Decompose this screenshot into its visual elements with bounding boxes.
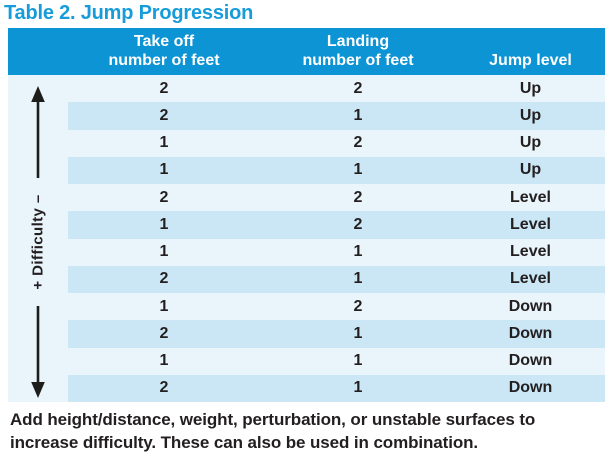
level-cell: Up (519, 134, 542, 152)
difficulty-axis-label: + Difficulty – (29, 194, 47, 290)
table-row: 2 1 Level (8, 265, 605, 293)
takeoff-cell: 1 (68, 211, 260, 239)
landing-cell: 1 (260, 102, 456, 130)
landing-cell: 1 (260, 320, 456, 348)
level-cell: Level (510, 188, 551, 206)
level-cell: Up (519, 79, 542, 97)
difficulty-axis: + Difficulty – (8, 75, 68, 402)
takeoff-cell: 2 (159, 188, 169, 206)
landing-cell: 2 (353, 188, 363, 206)
table-row: 1 1 Up (8, 156, 605, 184)
header-landing: Landing number of feet (260, 28, 456, 75)
table-row: 1 1 Down (8, 348, 605, 375)
landing-cell: 1 (353, 243, 363, 261)
table-row: 2 1 Down (8, 374, 605, 402)
footer-note-line2: increase difficulty. These can also be u… (10, 433, 479, 452)
takeoff-cell: 1 (159, 134, 169, 152)
takeoff-cell: 2 (159, 79, 169, 97)
takeoff-cell: 2 (68, 320, 260, 348)
table-row: 2 1 Down (8, 320, 605, 348)
landing-cell: 2 (260, 211, 456, 239)
level-cell: Down (456, 374, 605, 402)
header-takeoff-line1: Take off (133, 33, 195, 50)
header-landing-line2: number of feet (302, 52, 414, 69)
landing-cell: 2 (353, 297, 363, 315)
table-row: 1 2 Level (8, 211, 605, 239)
footer-note: Add height/distance, weight, perturbatio… (10, 408, 610, 454)
table-row: 1 2 Up (8, 130, 605, 157)
table-body: 2 2 Up 2 1 Up 1 2 Up 1 1 Up 2 2 Level 1 … (8, 75, 605, 402)
landing-cell: 1 (260, 156, 456, 184)
table-row: 1 2 Down (8, 293, 605, 320)
landing-cell: 1 (353, 352, 363, 370)
takeoff-cell: 2 (68, 374, 260, 402)
header-jump-level: Jump level (456, 28, 605, 75)
takeoff-cell: 2 (68, 102, 260, 130)
difficulty-column-header-spacer (8, 28, 68, 75)
table-row: 2 2 Up (8, 75, 605, 102)
footer-note-line1: Add height/distance, weight, perturbatio… (10, 410, 536, 429)
table-rows: 2 2 Up 2 1 Up 1 2 Up 1 1 Up 2 2 Level 1 … (8, 75, 605, 402)
header-takeoff-line2: number of feet (108, 52, 220, 69)
header-takeoff: Take off number of feet (68, 28, 260, 75)
jump-progression-table: Take off number of feet Landing number o… (8, 28, 605, 402)
level-cell: Level (456, 265, 605, 293)
difficulty-arrow-icon (31, 86, 45, 398)
table-row: 1 1 Level (8, 239, 605, 266)
level-cell: Down (508, 297, 553, 315)
landing-cell: 2 (353, 134, 363, 152)
level-cell: Level (510, 243, 551, 261)
takeoff-cell: 1 (68, 156, 260, 184)
level-cell: Down (508, 352, 553, 370)
takeoff-cell: 1 (159, 352, 169, 370)
table-title: Table 2. Jump Progression (4, 2, 254, 24)
level-cell: Down (456, 320, 605, 348)
takeoff-cell: 1 (159, 243, 169, 261)
level-cell: Up (456, 156, 605, 184)
takeoff-cell: 2 (68, 265, 260, 293)
table-row: 2 1 Up (8, 102, 605, 130)
header-jump-level-label: Jump level (489, 52, 572, 69)
table-header-row: Take off number of feet Landing number o… (8, 28, 605, 75)
table-row: 2 2 Level (8, 184, 605, 211)
level-cell: Up (456, 102, 605, 130)
landing-cell: 2 (353, 79, 363, 97)
takeoff-cell: 1 (159, 297, 169, 315)
header-landing-line1: Landing (326, 33, 390, 50)
level-cell: Level (456, 211, 605, 239)
landing-cell: 1 (260, 374, 456, 402)
landing-cell: 1 (260, 265, 456, 293)
